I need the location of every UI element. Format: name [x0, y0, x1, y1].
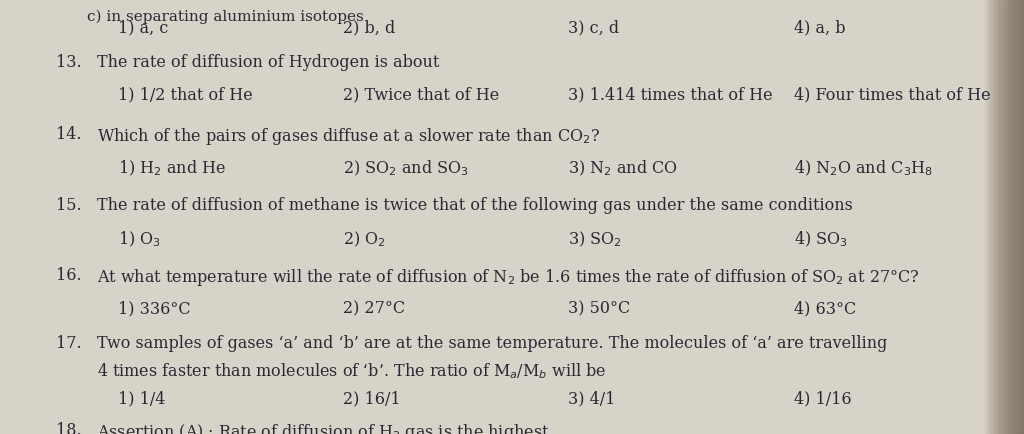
Text: 3) 4/1: 3) 4/1: [568, 391, 615, 408]
Bar: [983, 0, 986, 434]
Text: Which of the pairs of gases diffuse at a slower rate than CO$_2$?: Which of the pairs of gases diffuse at a…: [97, 126, 600, 147]
Text: 4) 1/16: 4) 1/16: [794, 391, 851, 408]
Text: 2) b, d: 2) b, d: [343, 20, 395, 36]
Bar: [1021, 0, 1023, 434]
Bar: [1015, 0, 1017, 434]
Text: 3) 50°C: 3) 50°C: [568, 300, 631, 317]
Text: At what temperature will the rate of diffusion of N$_2$ be 1.6 times the rate of: At what temperature will the rate of dif…: [97, 267, 920, 288]
Bar: [1008, 0, 1011, 434]
Text: The rate of diffusion of methane is twice that of the following gas under the sa: The rate of diffusion of methane is twic…: [97, 197, 853, 214]
Bar: [995, 0, 998, 434]
Bar: [1005, 0, 1008, 434]
Bar: [1007, 0, 1010, 434]
Text: 13.: 13.: [56, 54, 82, 71]
Bar: [1007, 0, 1009, 434]
Text: 18.: 18.: [56, 422, 82, 434]
Bar: [1001, 0, 1005, 434]
Bar: [1006, 0, 1009, 434]
Bar: [985, 0, 988, 434]
Bar: [1005, 0, 1007, 434]
Bar: [1012, 0, 1015, 434]
Text: 4) N$_2$O and C$_3$H$_8$: 4) N$_2$O and C$_3$H$_8$: [794, 158, 933, 178]
Bar: [993, 0, 996, 434]
Text: 2) 16/1: 2) 16/1: [343, 391, 400, 408]
Bar: [992, 0, 995, 434]
Text: 3) 1.414 times that of He: 3) 1.414 times that of He: [568, 87, 773, 104]
Bar: [1014, 0, 1017, 434]
Text: 1) H$_2$ and He: 1) H$_2$ and He: [118, 158, 225, 178]
Bar: [1013, 0, 1015, 434]
Text: 2) Twice that of He: 2) Twice that of He: [343, 87, 500, 104]
Text: c) in separating aluminium isotopes: c) in separating aluminium isotopes: [87, 10, 364, 24]
Bar: [1013, 0, 1016, 434]
Bar: [1009, 0, 1012, 434]
Text: 2) SO$_2$ and SO$_3$: 2) SO$_2$ and SO$_3$: [343, 158, 469, 178]
Text: 1) 336°C: 1) 336°C: [118, 300, 190, 317]
Bar: [999, 0, 1002, 434]
Bar: [1021, 0, 1024, 434]
Bar: [986, 0, 988, 434]
Bar: [1015, 0, 1018, 434]
Bar: [998, 0, 1001, 434]
Text: 4) 63°C: 4) 63°C: [794, 300, 856, 317]
Text: 1) 1/2 that of He: 1) 1/2 that of He: [118, 87, 253, 104]
Bar: [1017, 0, 1019, 434]
Text: 4) Four times that of He: 4) Four times that of He: [794, 87, 990, 104]
Bar: [1011, 0, 1013, 434]
Text: Assertion (A) : Rate of diffusion of H$_2$ gas is the highest.: Assertion (A) : Rate of diffusion of H$_…: [97, 422, 554, 434]
Text: 3) N$_2$ and CO: 3) N$_2$ and CO: [568, 158, 678, 178]
Bar: [1009, 0, 1011, 434]
Text: 4) a, b: 4) a, b: [794, 20, 845, 36]
Bar: [997, 0, 1000, 434]
Bar: [1023, 0, 1024, 434]
Bar: [984, 0, 987, 434]
Text: The rate of diffusion of Hydrogen is about: The rate of diffusion of Hydrogen is abo…: [97, 54, 439, 71]
Bar: [987, 0, 990, 434]
Text: 14.: 14.: [56, 126, 82, 143]
Bar: [992, 0, 994, 434]
Bar: [1016, 0, 1019, 434]
Bar: [994, 0, 997, 434]
Bar: [1002, 0, 1006, 434]
Text: 2) 27°C: 2) 27°C: [343, 300, 406, 317]
Bar: [1017, 0, 1020, 434]
Bar: [1018, 0, 1021, 434]
Text: 1) a, c: 1) a, c: [118, 20, 168, 36]
Bar: [996, 0, 999, 434]
Text: 15.: 15.: [56, 197, 82, 214]
Text: 3) SO$_2$: 3) SO$_2$: [568, 230, 622, 250]
Text: 16.: 16.: [56, 267, 82, 284]
Bar: [1019, 0, 1022, 434]
Bar: [1022, 0, 1024, 434]
Bar: [991, 0, 994, 434]
Text: 1) 1/4: 1) 1/4: [118, 391, 165, 408]
Text: 17.: 17.: [56, 335, 82, 352]
Bar: [1000, 0, 1002, 434]
Bar: [994, 0, 996, 434]
Bar: [986, 0, 989, 434]
Bar: [1020, 0, 1023, 434]
Bar: [1000, 0, 1004, 434]
Text: 4) SO$_3$: 4) SO$_3$: [794, 230, 848, 250]
Bar: [1019, 0, 1021, 434]
Bar: [1010, 0, 1013, 434]
Text: 3) c, d: 3) c, d: [568, 20, 620, 36]
Bar: [990, 0, 992, 434]
Text: 1) O$_3$: 1) O$_3$: [118, 230, 161, 250]
Text: 2) O$_2$: 2) O$_2$: [343, 230, 386, 250]
Bar: [1011, 0, 1014, 434]
Bar: [1004, 0, 1007, 434]
Bar: [1002, 0, 1005, 434]
Bar: [988, 0, 991, 434]
Text: 4 times faster than molecules of ‘b’. The ratio of M$_a$/M$_b$ will be: 4 times faster than molecules of ‘b’. Th…: [97, 361, 607, 381]
Text: Two samples of gases ‘a’ and ‘b’ are at the same temperature. The molecules of ‘: Two samples of gases ‘a’ and ‘b’ are at …: [97, 335, 888, 352]
Bar: [998, 0, 1000, 434]
Bar: [984, 0, 986, 434]
Bar: [988, 0, 990, 434]
Bar: [989, 0, 992, 434]
Bar: [990, 0, 993, 434]
Bar: [996, 0, 998, 434]
